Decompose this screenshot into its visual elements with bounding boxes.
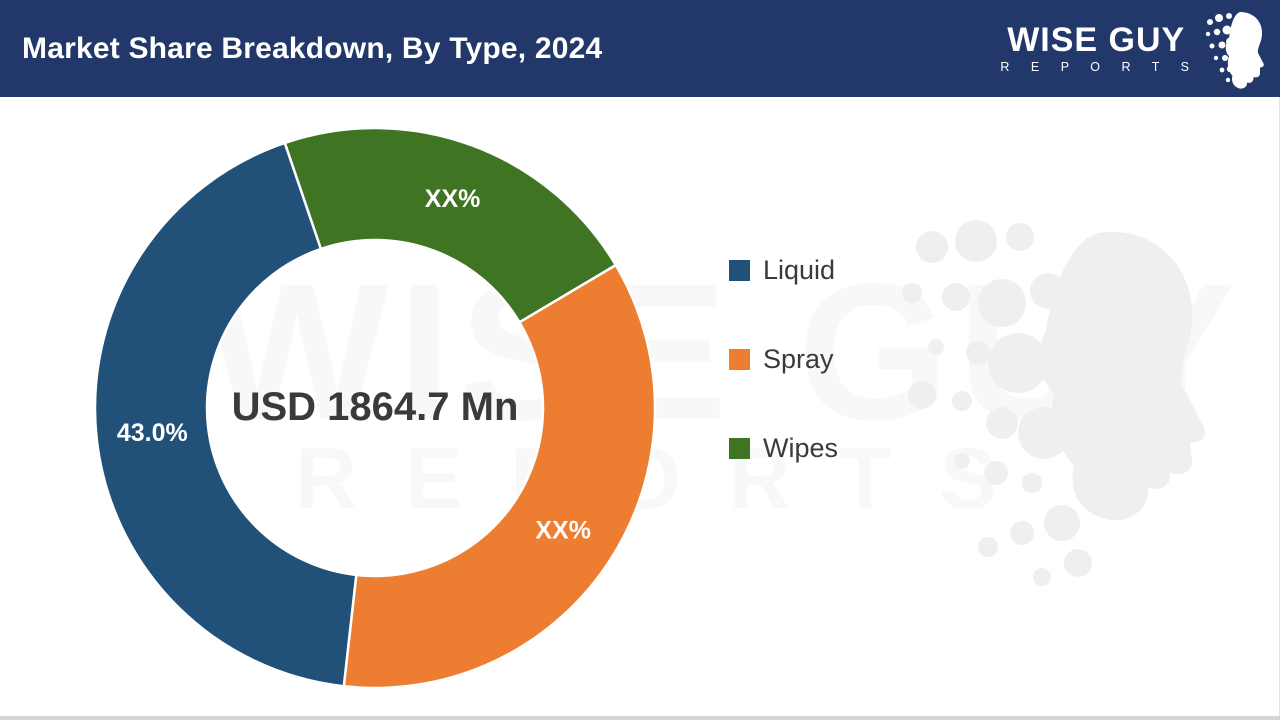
legend-label-spray: Spray bbox=[763, 344, 834, 374]
donut-chart: XX% XX% 43.0% bbox=[93, 126, 657, 690]
wiseguy-logo-text: WISE GUY R E P O R T S bbox=[994, 23, 1198, 74]
face-profile-dots-icon bbox=[1205, 11, 1264, 89]
slice-label-liquid: 43.0% bbox=[117, 419, 188, 447]
donut-slice-wipes bbox=[283, 126, 618, 324]
wiseguy-logo-reports: R E P O R T S bbox=[1000, 60, 1198, 74]
legend-swatch-liquid bbox=[729, 260, 750, 281]
legend-label-liquid: Liquid bbox=[763, 255, 836, 285]
legend-swatch-wipes bbox=[729, 438, 750, 459]
slice-label-wipes: XX% bbox=[425, 185, 481, 213]
page-title: Market Share Breakdown, By Type, 2024 bbox=[22, 31, 603, 65]
legend-item-spray: Spray bbox=[729, 344, 838, 375]
legend-label-wipes: Wipes bbox=[763, 433, 839, 463]
slice-label-spray: XX% bbox=[535, 517, 591, 545]
donut-center-total: USD 1864.7 Mn bbox=[231, 385, 519, 429]
bottom-accent-bar bbox=[0, 716, 1280, 720]
wiseguy-logo-name: WISE GUY bbox=[1007, 21, 1186, 59]
legend-item-wipes: Wipes bbox=[729, 433, 838, 464]
face-profile-dots-watermark-icon bbox=[902, 220, 1206, 586]
donut-slice-liquid bbox=[93, 141, 358, 688]
wiseguy-logo: WISE GUY R E P O R T S bbox=[994, 8, 1280, 90]
header-bar: Market Share Breakdown, By Type, 2024 WI… bbox=[0, 0, 1280, 97]
donut-slice-spray bbox=[342, 263, 657, 690]
legend-item-liquid: Liquid bbox=[729, 255, 838, 286]
chart-legend: Liquid Spray Wipes bbox=[729, 255, 838, 464]
legend-swatch-spray bbox=[729, 349, 750, 370]
